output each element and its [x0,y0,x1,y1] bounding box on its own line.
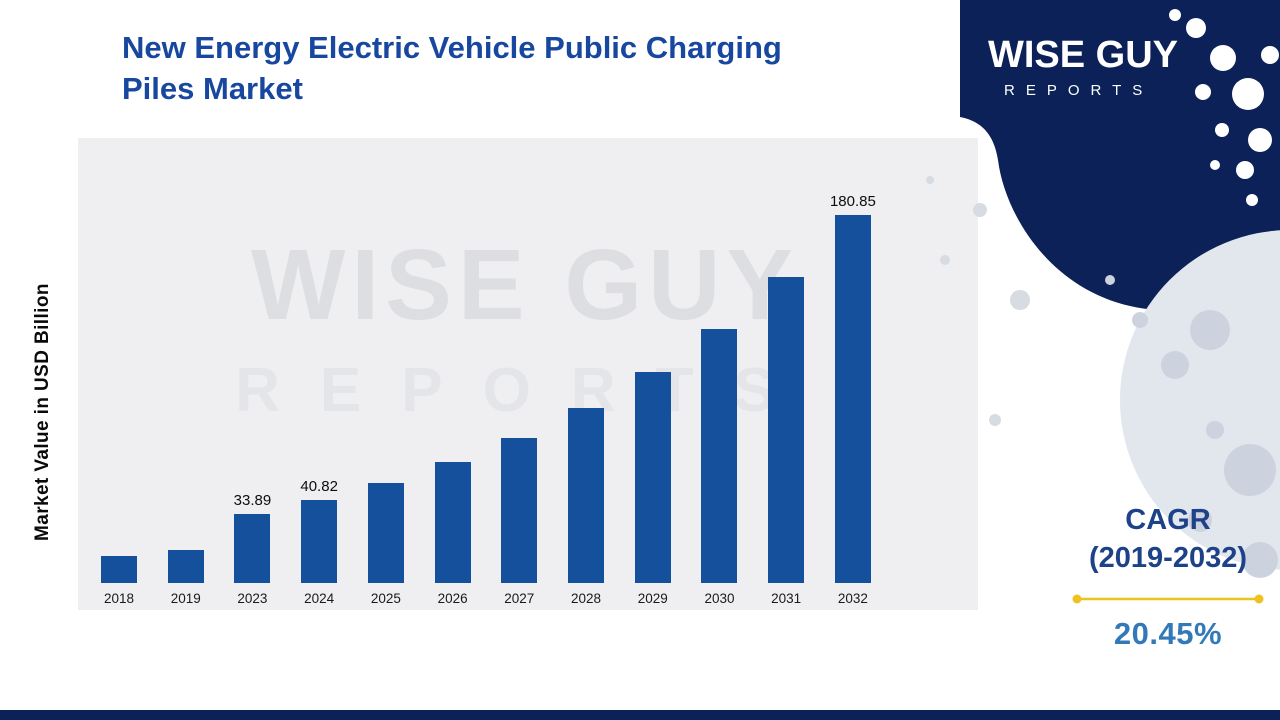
bar [568,408,605,583]
bar-value-label: 180.85 [829,193,876,210]
x-tick-label: 2019 [170,591,201,606]
x-tick-label: 2025 [370,591,401,606]
bar-column: 2018 [86,160,152,607]
bar-column: 2031 [753,160,819,607]
bar-column: 2019 [153,160,219,607]
brand-name: WISE GUY [988,34,1179,76]
x-tick-label: 2030 [704,591,735,606]
bar [501,438,538,583]
x-tick-label: 2028 [571,591,602,606]
cagr-label: CAGR [1125,504,1211,536]
x-tick-label: 2024 [304,591,335,606]
bar-column: 2026 [420,160,486,607]
bar [234,514,271,583]
bar-column: 2029 [620,160,686,607]
bar-value-label: 33.89 [233,492,272,509]
cagr-value: 20.45% [1113,616,1223,651]
bar-chart: 2018 2019 33.89 2023 40.82 2024 2025 2026 2027 20… [86,160,886,607]
bar [367,483,404,583]
bar [101,556,137,583]
brand-subtitle: REPORTS [1004,82,1154,99]
brand-header: WISE GUY REPORTS [900,0,1280,620]
bar [634,372,671,583]
bar-column: 2028 [553,160,619,607]
bar-column: 2027 [486,160,552,607]
dotted-head-graphic [926,0,1280,578]
bar-column: 2030 [686,160,752,607]
bar [834,215,871,583]
bar-value-label: 40.82 [300,478,338,495]
x-tick-label: 2031 [771,591,802,606]
bar [167,550,204,583]
bar-column: 40.82 2024 [286,160,352,607]
footer-bar [0,710,1280,720]
bar [768,277,805,583]
x-tick-label: 2027 [504,591,535,606]
bar-column: 180.85 2032 [820,160,886,607]
x-tick-label: 2026 [437,591,468,606]
cagr-divider-line [1072,594,1264,604]
y-axis-label: Market Value in USD Billion [32,283,53,541]
bar [301,500,338,583]
x-tick-label: 2023 [237,591,268,606]
bar [701,329,738,583]
bar-column: 33.89 2023 [219,160,285,607]
x-tick-label: 2018 [103,591,135,606]
bar [434,462,471,583]
page-title: New Energy Electric Vehicle Public Charg… [122,30,782,106]
x-tick-label: 2032 [837,591,868,606]
x-tick-label: 2029 [637,591,668,606]
brand-logo: WISE GUY REPORTS [988,34,1178,99]
cagr-range: (2019-2032) [1089,542,1247,574]
bar-column: 2025 [353,160,419,607]
cagr-panel: CAGR (2019-2032) 20.45% [1062,504,1274,652]
